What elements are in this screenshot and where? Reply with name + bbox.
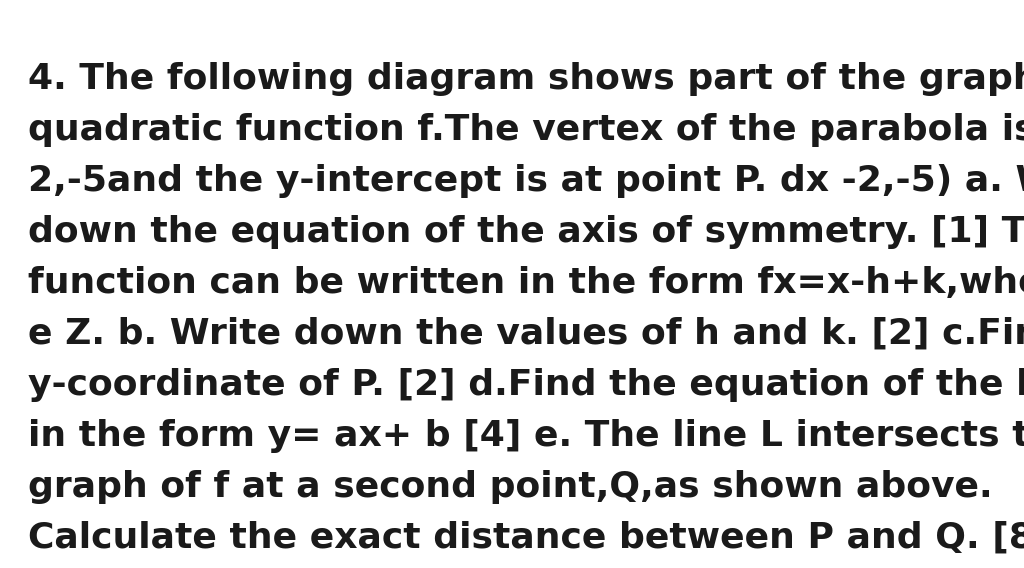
Text: y-coordinate of P. [2] d.Find the equation of the line L: y-coordinate of P. [2] d.Find the equati… (28, 368, 1024, 402)
Text: 2,-5and the y-intercept is at point P. dx -2,-5) a. Write: 2,-5and the y-intercept is at point P. d… (28, 164, 1024, 198)
Text: graph of f at a second point,Q,as shown above.: graph of f at a second point,Q,as shown … (28, 470, 992, 504)
Text: down the equation of the axis of symmetry. [1] The: down the equation of the axis of symmetr… (28, 215, 1024, 249)
Text: 4. The following diagram shows part of the graph of a: 4. The following diagram shows part of t… (28, 62, 1024, 96)
Text: function can be written in the form fx=x-h+k,where h,k: function can be written in the form fx=x… (28, 266, 1024, 300)
Text: quadratic function f.The vertex of the parabola is-: quadratic function f.The vertex of the p… (28, 113, 1024, 147)
Text: e Z. b. Write down the values of h and k. [2] c.Find the: e Z. b. Write down the values of h and k… (28, 317, 1024, 351)
Text: in the form y= ax+ b [4] e. The line L intersects the: in the form y= ax+ b [4] e. The line L i… (28, 419, 1024, 453)
Text: Calculate the exact distance between P and Q. [8]: Calculate the exact distance between P a… (28, 521, 1024, 555)
